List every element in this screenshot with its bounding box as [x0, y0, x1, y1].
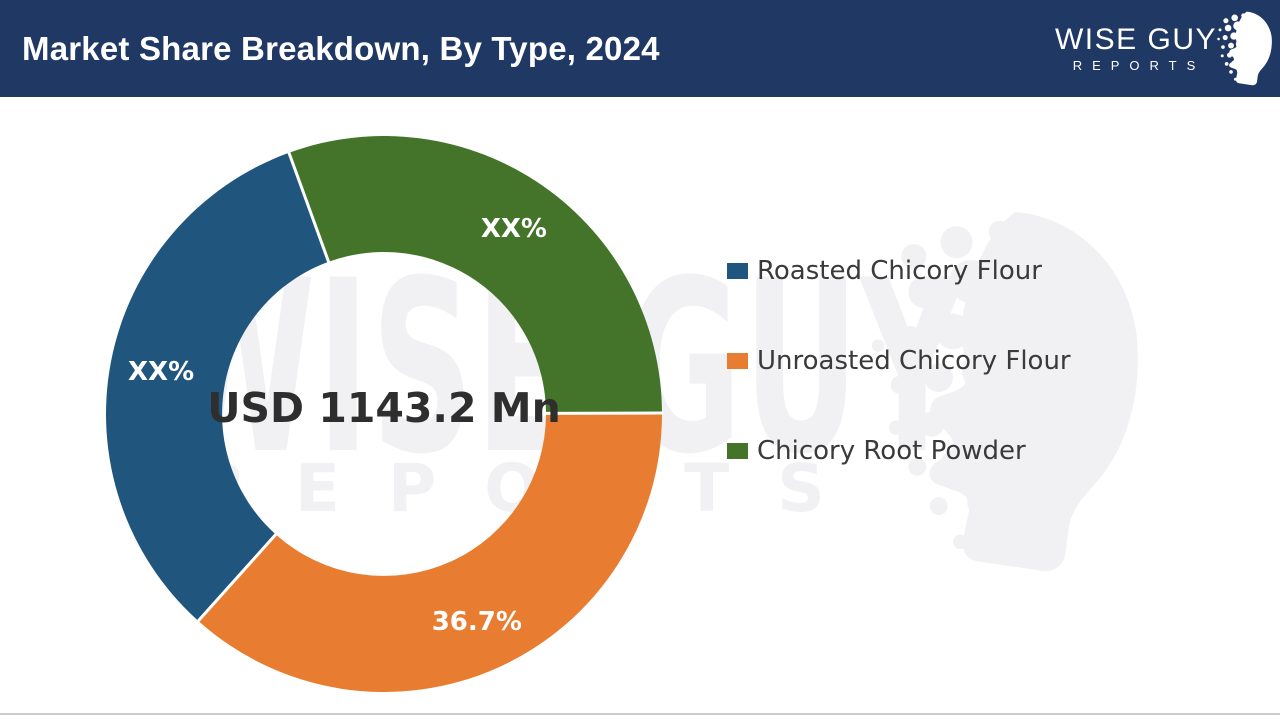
logo-subtitle: REPORTS: [1072, 57, 1206, 73]
wise-guy-logo: WISE GUY REPORTS: [1055, 9, 1276, 88]
logo-text: WISE GUY REPORTS: [1055, 24, 1217, 73]
logo-face-icon: [1217, 11, 1272, 86]
donut-segment-roasted-chicory-flour: [106, 152, 329, 621]
watermark-reports-text: REPORTS: [196, 450, 873, 527]
legend-swatch-blue: [727, 263, 748, 279]
legend-label: Roasted Chicory Flour: [757, 256, 1042, 286]
slice-percentage-label: 36.7%: [432, 607, 522, 637]
legend-swatch-green: [727, 443, 748, 459]
legend-item-roasted-chicory-flour: Roasted Chicory Flour: [727, 256, 1071, 286]
logo-wordmark: WISE GUY: [1054, 23, 1217, 57]
legend-label: Chicory Root Powder: [757, 436, 1026, 466]
donut-center-value: USD 1143.2 Mn: [207, 384, 561, 432]
slice-percentage-label: XX%: [128, 357, 194, 387]
header-bar: Market Share Breakdown, By Type, 2024 WI…: [0, 0, 1280, 97]
bottom-divider: [0, 713, 1280, 715]
legend-item-chicory-root-powder: Chicory Root Powder: [727, 436, 1071, 466]
chart-title: Market Share Breakdown, By Type, 2024: [22, 29, 660, 67]
chart-legend: Roasted Chicory Flour Unroasted Chicory …: [727, 256, 1071, 466]
legend-item-unroasted-chicory-flour: Unroasted Chicory Flour: [727, 346, 1071, 376]
segment-divider: [287, 151, 331, 264]
slice-percentage-label: XX%: [481, 214, 547, 244]
legend-swatch-orange: [727, 353, 748, 369]
segment-divider: [196, 532, 278, 623]
donut-segment-chicory-root-powder: [288, 136, 662, 414]
donut-segment-unroasted-chicory-flour: [198, 413, 663, 693]
legend-label: Unroasted Chicory Flour: [757, 346, 1071, 376]
